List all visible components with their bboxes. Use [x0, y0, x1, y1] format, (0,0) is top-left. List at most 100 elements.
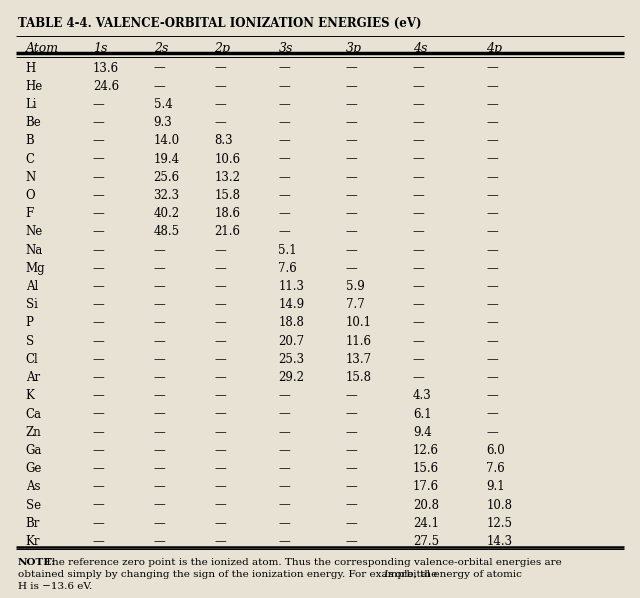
Text: —: — — [346, 62, 357, 75]
Text: —: — — [154, 371, 165, 384]
Text: —: — — [278, 152, 290, 166]
Text: Na: Na — [26, 243, 43, 257]
Text: 4p: 4p — [486, 42, 502, 55]
Text: —: — — [278, 444, 290, 457]
Text: —: — — [413, 353, 424, 366]
Text: 25.6: 25.6 — [154, 171, 180, 184]
Text: —: — — [346, 152, 357, 166]
Text: —: — — [346, 171, 357, 184]
Text: —: — — [486, 280, 498, 293]
Text: —: — — [413, 116, 424, 129]
Text: —: — — [413, 152, 424, 166]
Text: —: — — [214, 80, 226, 93]
Text: —: — — [486, 116, 498, 129]
Text: As: As — [26, 480, 40, 493]
Text: —: — — [93, 444, 104, 457]
Text: 12.5: 12.5 — [486, 517, 513, 530]
Text: C: C — [26, 152, 35, 166]
Text: 10.6: 10.6 — [214, 152, 241, 166]
Text: —: — — [93, 298, 104, 312]
Text: —: — — [486, 135, 498, 148]
Text: —: — — [413, 189, 424, 202]
Text: —: — — [486, 298, 498, 312]
Text: 15.8: 15.8 — [214, 189, 241, 202]
Text: 2p: 2p — [214, 42, 230, 55]
Text: —: — — [413, 171, 424, 184]
Text: —: — — [346, 135, 357, 148]
Text: —: — — [346, 225, 357, 239]
Text: —: — — [93, 517, 104, 530]
Text: 9.1: 9.1 — [486, 480, 505, 493]
Text: —: — — [93, 407, 104, 420]
Text: —: — — [278, 98, 290, 111]
Text: 6.1: 6.1 — [413, 407, 431, 420]
Text: —: — — [93, 462, 104, 475]
Text: 25.3: 25.3 — [278, 353, 305, 366]
Text: 2s: 2s — [154, 42, 168, 55]
Text: 15.8: 15.8 — [346, 371, 372, 384]
Text: 14.9: 14.9 — [278, 298, 305, 312]
Text: —: — — [93, 98, 104, 111]
Text: Cl: Cl — [26, 353, 38, 366]
Text: —: — — [93, 480, 104, 493]
Text: 3s: 3s — [278, 42, 292, 55]
Text: —: — — [93, 316, 104, 329]
Text: —: — — [154, 262, 165, 275]
Text: —: — — [413, 98, 424, 111]
Text: —: — — [346, 407, 357, 420]
Text: —: — — [214, 444, 226, 457]
Text: —: — — [413, 316, 424, 329]
Text: 13.7: 13.7 — [346, 353, 372, 366]
Text: —: — — [214, 62, 226, 75]
Text: Ga: Ga — [26, 444, 42, 457]
Text: —: — — [278, 535, 290, 548]
Text: Be: Be — [26, 116, 42, 129]
Text: 24.6: 24.6 — [93, 80, 119, 93]
Text: Se: Se — [26, 499, 41, 511]
Text: —: — — [93, 535, 104, 548]
Text: —: — — [486, 152, 498, 166]
Text: 14.3: 14.3 — [486, 535, 513, 548]
Text: 20.8: 20.8 — [413, 499, 439, 511]
Text: —: — — [214, 298, 226, 312]
Text: —: — — [346, 535, 357, 548]
Text: —: — — [486, 371, 498, 384]
Text: 4s: 4s — [413, 42, 427, 55]
Text: —: — — [413, 371, 424, 384]
Text: —: — — [278, 62, 290, 75]
Text: —: — — [486, 389, 498, 402]
Text: —: — — [486, 225, 498, 239]
Text: 1s: 1s — [383, 570, 395, 579]
Text: —: — — [93, 208, 104, 220]
Text: —: — — [214, 98, 226, 111]
Text: 10.1: 10.1 — [346, 316, 372, 329]
Text: —: — — [93, 243, 104, 257]
Text: 17.6: 17.6 — [413, 480, 439, 493]
Text: —: — — [154, 353, 165, 366]
Text: 18.6: 18.6 — [214, 208, 241, 220]
Text: —: — — [278, 407, 290, 420]
Text: —: — — [278, 135, 290, 148]
Text: 27.5: 27.5 — [413, 535, 439, 548]
Text: 6.0: 6.0 — [486, 444, 505, 457]
Text: —: — — [154, 62, 165, 75]
Text: —: — — [93, 335, 104, 347]
Text: 12.6: 12.6 — [413, 444, 439, 457]
Text: —: — — [413, 62, 424, 75]
Text: Ge: Ge — [26, 462, 42, 475]
Text: 14.0: 14.0 — [154, 135, 180, 148]
Text: 7.6: 7.6 — [278, 262, 297, 275]
Text: He: He — [26, 80, 43, 93]
Text: —: — — [214, 426, 226, 439]
Text: 13.6: 13.6 — [93, 62, 119, 75]
Text: —: — — [93, 135, 104, 148]
Text: —: — — [486, 62, 498, 75]
Text: 32.3: 32.3 — [154, 189, 180, 202]
Text: —: — — [486, 262, 498, 275]
Text: —: — — [486, 208, 498, 220]
Text: —: — — [214, 480, 226, 493]
Text: —: — — [214, 499, 226, 511]
Text: —: — — [278, 189, 290, 202]
Text: 40.2: 40.2 — [154, 208, 180, 220]
Text: —: — — [93, 389, 104, 402]
